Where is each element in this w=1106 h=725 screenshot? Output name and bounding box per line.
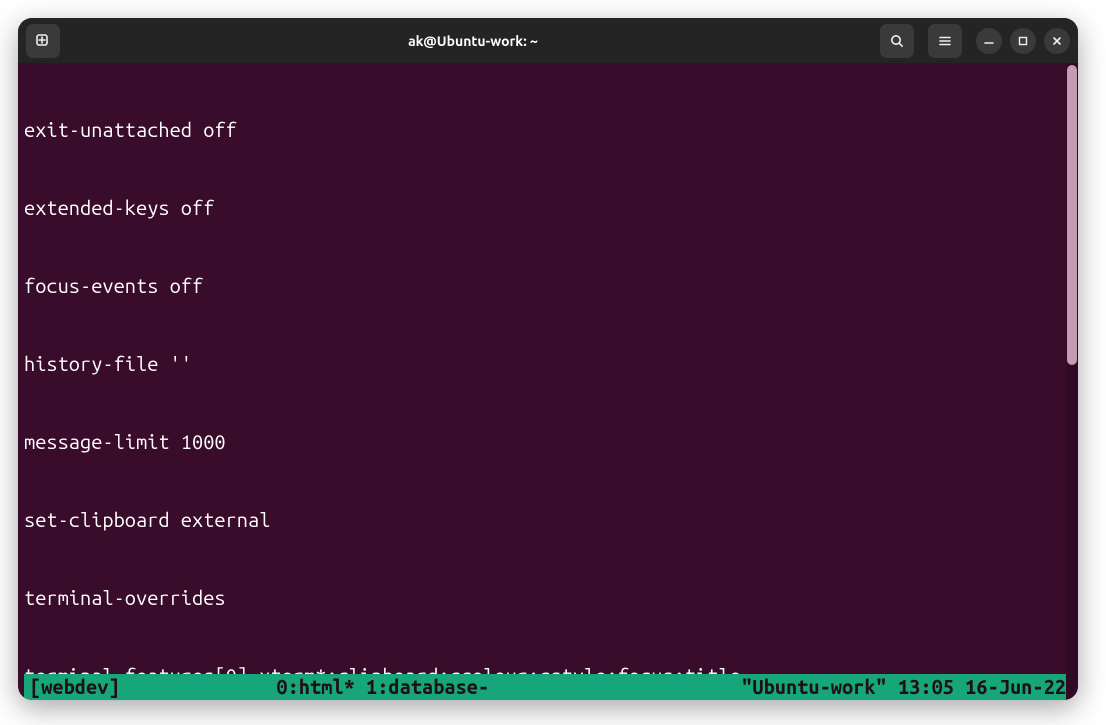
close-button[interactable] <box>1044 28 1070 54</box>
menu-button[interactable] <box>928 24 962 58</box>
terminal-area[interactable]: exit-unattached off extended-keys off fo… <box>18 63 1078 700</box>
tmux-right: "Ubuntu-work" 13:05 16-Jun-22 <box>741 674 1066 700</box>
terminal-content: exit-unattached off extended-keys off fo… <box>24 65 1072 700</box>
output-line: exit-unattached off <box>24 117 1072 143</box>
search-button[interactable] <box>880 24 914 58</box>
output-line: history-file '' <box>24 351 1072 377</box>
scrollbar-thumb[interactable] <box>1067 65 1077 365</box>
output-line: focus-events off <box>24 273 1072 299</box>
terminal-window: ak@Ubuntu-work: ~ <box>18 18 1078 700</box>
output-line: extended-keys off <box>24 195 1072 221</box>
minimize-button[interactable] <box>976 28 1002 54</box>
output-line: message-limit 1000 <box>24 429 1072 455</box>
maximize-button[interactable] <box>1010 28 1036 54</box>
scrollbar[interactable] <box>1066 63 1078 700</box>
minimize-icon <box>983 35 995 47</box>
titlebar: ak@Ubuntu-work: ~ <box>18 18 1078 63</box>
maximize-icon <box>1017 35 1029 47</box>
search-icon <box>889 33 905 49</box>
close-icon <box>1051 35 1063 47</box>
new-tab-icon <box>35 33 51 49</box>
tmux-status-bar: [webdev] 0:html* 1:database- "Ubuntu-wor… <box>24 674 1072 700</box>
window-title: ak@Ubuntu-work: ~ <box>66 33 880 49</box>
tmux-session[interactable]: [webdev] <box>30 674 164 700</box>
hamburger-icon <box>937 33 953 49</box>
output-line: set-clipboard external <box>24 507 1072 533</box>
tmux-windows[interactable]: 0:html* 1:database- <box>164 674 489 700</box>
output-line: terminal-overrides <box>24 585 1072 611</box>
new-tab-button[interactable] <box>26 24 60 58</box>
